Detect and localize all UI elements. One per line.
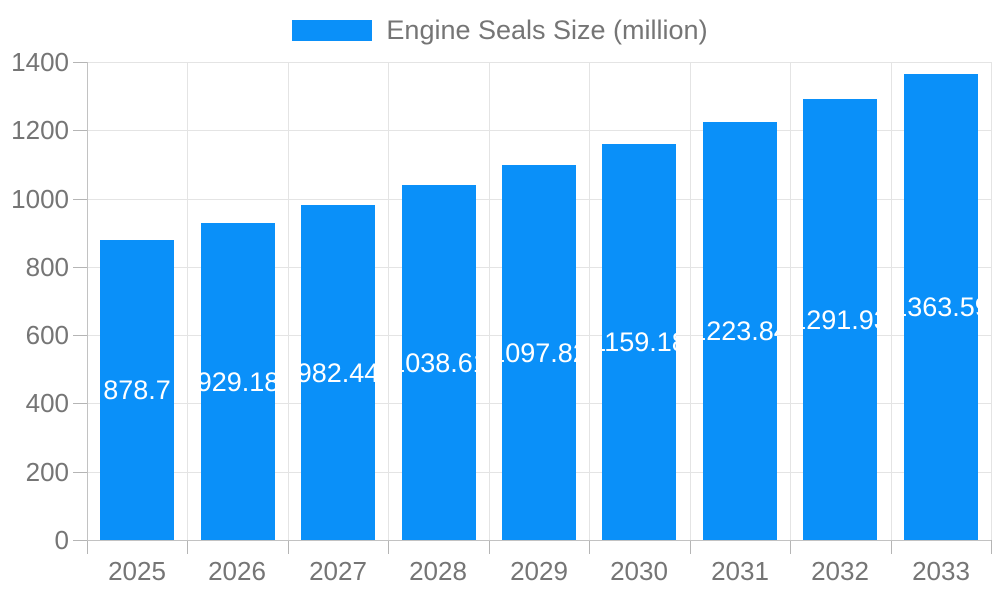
bar: 929.18 [201,223,275,540]
x-axis-tick [187,540,188,554]
y-tick-label: 1000 [11,184,69,214]
x-axis-tick [589,540,590,554]
gridline-vertical [489,62,490,540]
x-tick-label: 2028 [409,556,467,586]
x-axis-tick [690,540,691,554]
gridline-vertical [991,62,992,540]
x-axis-tick [489,540,490,554]
bar: 1223.84 [703,122,777,540]
bar: 1363.59 [904,74,978,540]
gridline-vertical [690,62,691,540]
x-axis-line [87,540,991,541]
x-tick-label: 2033 [912,556,970,586]
y-axis-tick [73,130,87,131]
bar-value-label: 1363.59 [904,292,978,322]
y-axis-tick [73,403,87,404]
gridline-vertical [891,62,892,540]
y-tick-label: 0 [54,525,69,555]
y-tick-label: 1400 [11,47,69,77]
gridline-vertical [187,62,188,540]
bar: 1038.61 [402,185,476,540]
gridline-vertical [790,62,791,540]
x-axis-tick [991,540,992,554]
x-tick-label: 2031 [711,556,769,586]
bar-value-label: 1097.82 [502,337,576,368]
y-axis-tick [73,267,87,268]
bar-value-label: 982.44 [301,357,375,388]
bar: 982.44 [301,205,375,540]
legend-label: Engine Seals Size (million) [386,15,708,45]
x-tick-label: 2026 [208,556,266,586]
y-axis-tick [73,62,87,63]
legend-swatch [292,19,373,41]
gridline-vertical [288,62,289,540]
bar-value-label: 929.18 [201,366,275,397]
x-tick-label: 2029 [510,556,568,586]
x-tick-label: 2032 [811,556,869,586]
y-axis-tick [73,540,87,541]
y-axis-tick [73,472,87,473]
x-tick-label: 2025 [108,556,166,586]
gridline-horizontal [87,130,991,131]
y-tick-label: 200 [25,457,69,487]
y-tick-label: 800 [25,252,69,282]
gridline-vertical [388,62,389,540]
x-axis-tick [288,540,289,554]
y-tick-label: 600 [25,320,69,350]
y-axis-tick [73,335,87,336]
legend: Engine Seals Size (million) [0,16,1000,44]
gridline-vertical [589,62,590,540]
y-axis-tick [73,199,87,200]
x-axis-tick [790,540,791,554]
bar-value-label: 878.7 [103,375,171,405]
bar-value-label: 1159.18 [602,327,676,357]
bar: 1159.18 [602,144,676,540]
gridline-horizontal [87,62,991,63]
x-axis-tick [891,540,892,554]
x-tick-label: 2027 [309,556,367,586]
x-tick-label: 2030 [610,556,668,586]
x-axis-tick [87,540,88,554]
bar-value-label: 1223.84 [703,316,777,346]
y-tick-label: 1200 [11,115,69,145]
y-axis-line [87,62,88,540]
x-axis-tick [388,540,389,554]
bar-value-label: 1038.61 [402,347,476,378]
bar: 1097.82 [502,165,576,540]
bar: 878.7 [100,240,174,540]
y-tick-label: 400 [25,388,69,418]
